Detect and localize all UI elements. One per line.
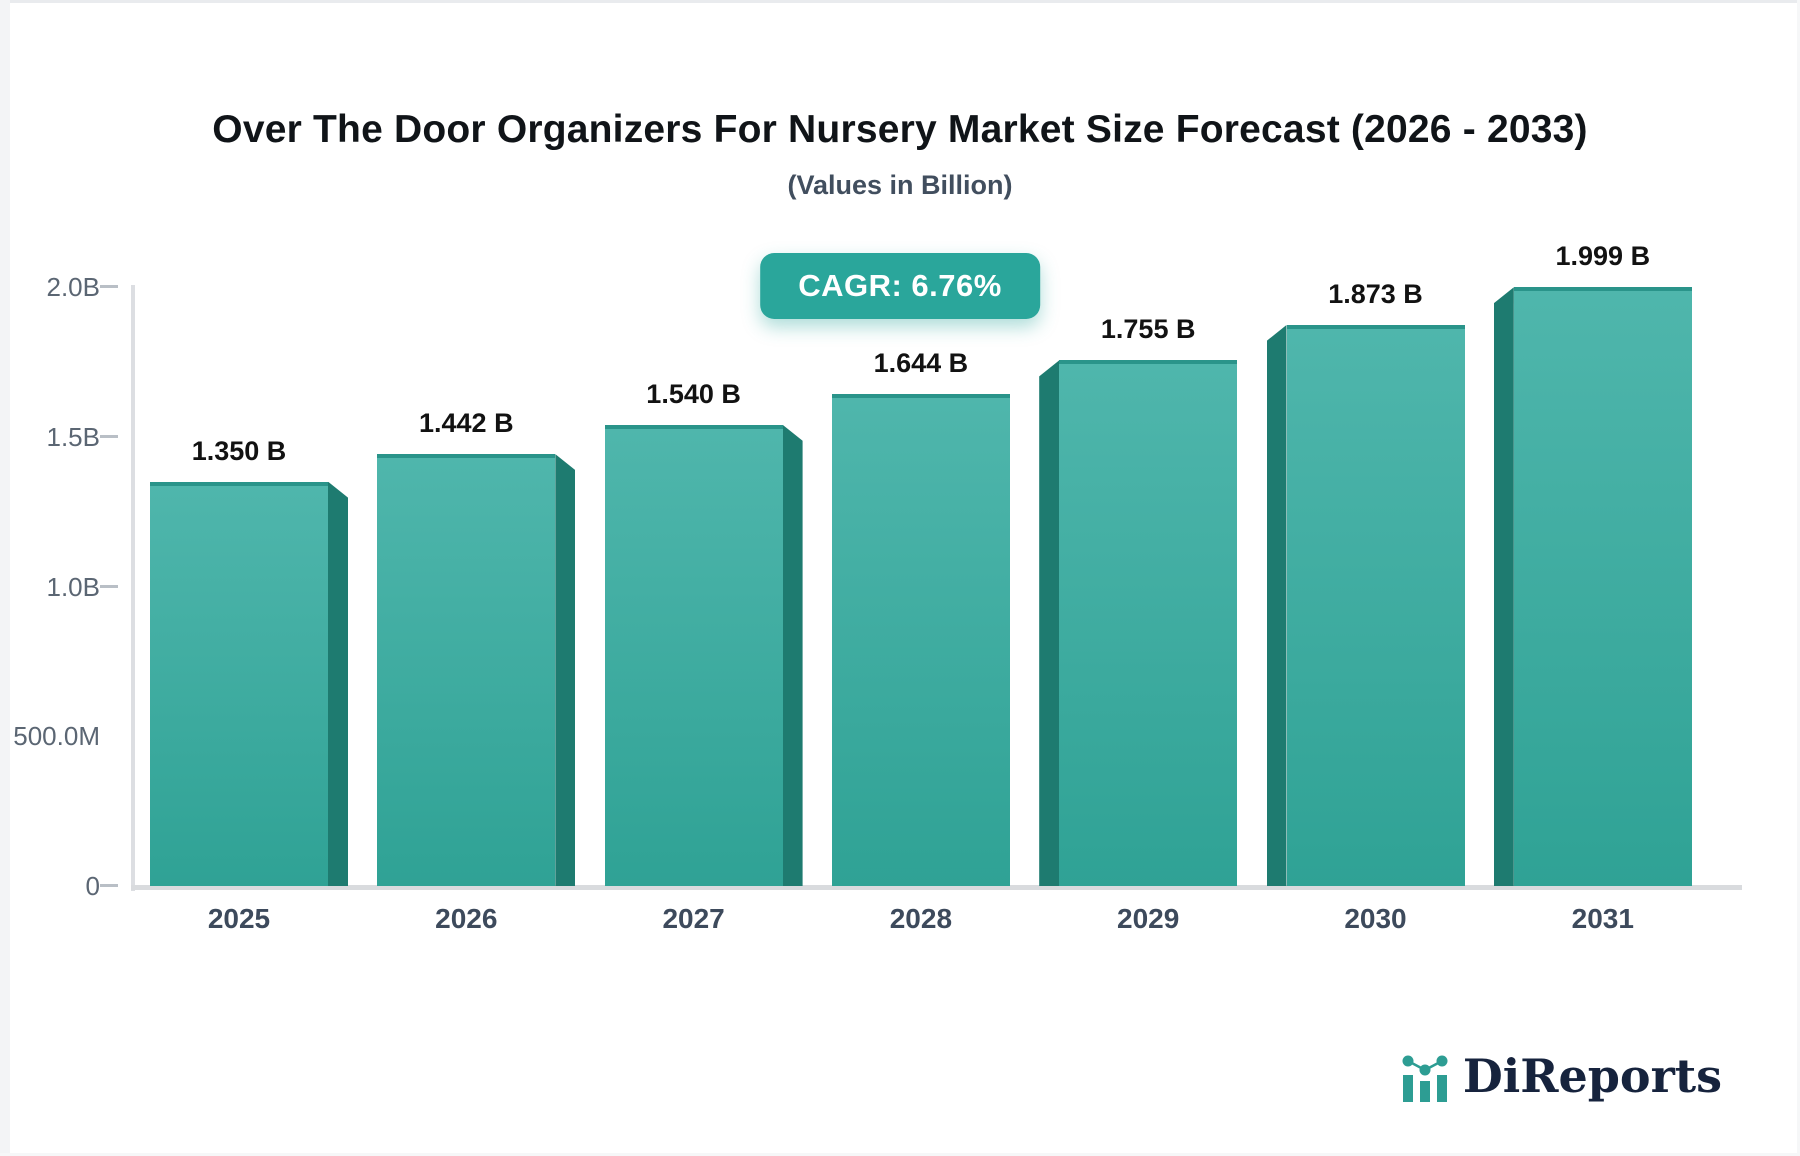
bar-value-label: 1.644 B bbox=[873, 347, 969, 378]
bar-2029[interactable] bbox=[1059, 360, 1238, 886]
page-edge-bottom bbox=[0, 1153, 1800, 1156]
bar-value-label: 1.755 B bbox=[1100, 314, 1196, 345]
bar-side-2026 bbox=[555, 454, 576, 886]
y-tick-label: 0 bbox=[85, 871, 100, 901]
x-tick-label: 2031 bbox=[1571, 903, 1634, 934]
bar-2027[interactable] bbox=[604, 424, 783, 886]
bar-side-2029 bbox=[1039, 360, 1060, 886]
bar-2028[interactable] bbox=[831, 393, 1010, 886]
bar-value-label: 1.999 B bbox=[1555, 241, 1651, 272]
y-tick-mark bbox=[100, 285, 118, 288]
bar-2030[interactable] bbox=[1286, 325, 1465, 886]
bar-value-label: 1.350 B bbox=[191, 435, 287, 466]
y-tick-mark bbox=[100, 434, 118, 438]
page-edge-right bbox=[1797, 0, 1800, 1156]
page-edge-top bbox=[0, 0, 1800, 3]
x-tick-label: 2027 bbox=[662, 903, 725, 934]
x-tick-label: 2028 bbox=[889, 903, 953, 934]
y-tick-label: 1.0B bbox=[46, 571, 101, 602]
bar-side-2030 bbox=[1266, 325, 1287, 886]
bar-side-2031 bbox=[1493, 287, 1514, 886]
chart-subtitle: (Values in Billion) bbox=[787, 170, 1013, 200]
bar-2025[interactable] bbox=[150, 481, 328, 886]
y-axis-line bbox=[131, 285, 135, 891]
y-tick-mark bbox=[100, 884, 118, 887]
cagr-badge: CAGR: 6.76% bbox=[760, 253, 1040, 319]
y-tick-mark bbox=[100, 584, 118, 588]
y-tick-label: 1.5B bbox=[46, 421, 101, 452]
bar-value-label: 1.540 B bbox=[646, 378, 741, 409]
y-tick-label: 2.0B bbox=[46, 272, 101, 302]
chart-title: Over The Door Organizers For Nursery Mar… bbox=[212, 108, 1588, 151]
brand-logo-text: DiReports bbox=[1462, 1049, 1722, 1103]
bar-value-label: 1.873 B bbox=[1328, 279, 1423, 310]
bar-2026[interactable] bbox=[377, 454, 556, 886]
mini-bar-chart-icon bbox=[1402, 1055, 1448, 1102]
y-tick-label: 500.0M bbox=[13, 721, 100, 752]
x-tick-label: 2025 bbox=[207, 903, 271, 934]
x-tick-label: 2030 bbox=[1344, 903, 1407, 934]
bar-2031[interactable] bbox=[1513, 287, 1692, 886]
bar-side-2027 bbox=[782, 424, 803, 886]
brand-logo: DiReports bbox=[1401, 1048, 1722, 1104]
x-tick-label: 2029 bbox=[1117, 903, 1180, 934]
bar-value-label: 1.442 B bbox=[419, 408, 514, 439]
bar-side-2025 bbox=[328, 481, 348, 886]
x-axis-line bbox=[131, 885, 1742, 890]
x-tick-label: 2026 bbox=[435, 903, 498, 934]
page-edge-left bbox=[0, 0, 10, 1156]
